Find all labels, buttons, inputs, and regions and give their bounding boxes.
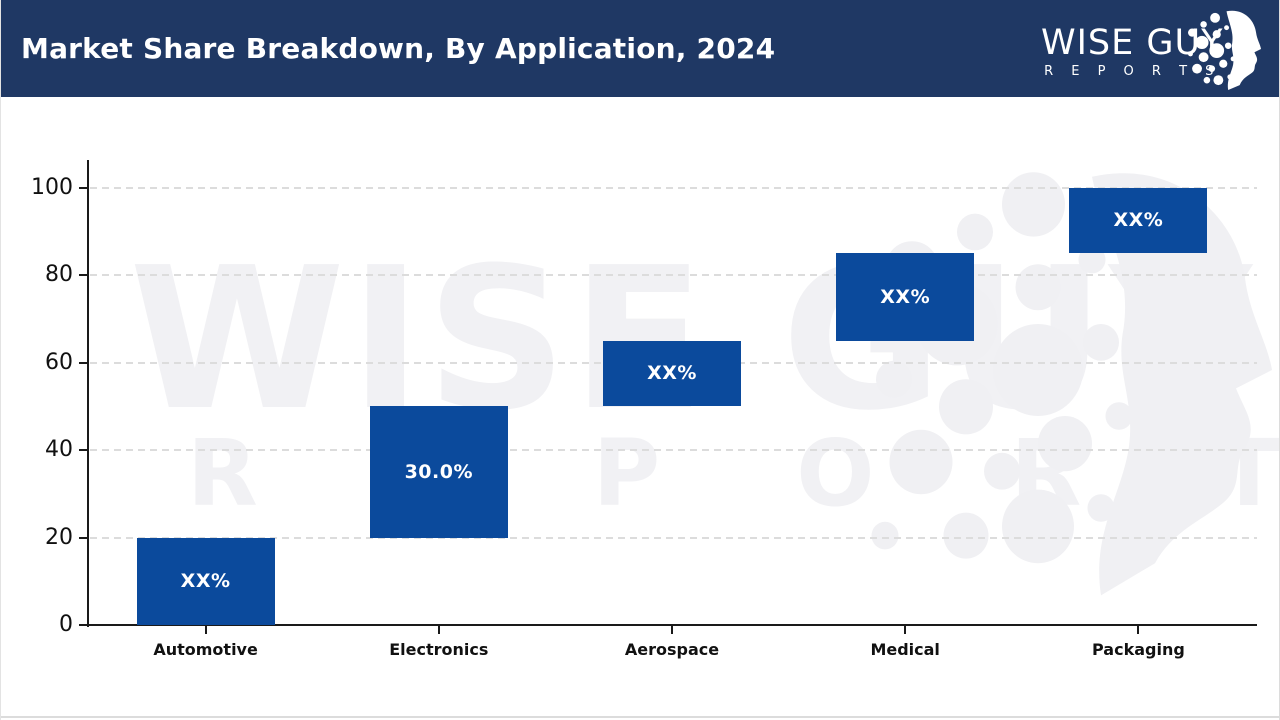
bar-value-label-automotive: XX% [180,570,231,593]
y-axis-line [87,160,89,627]
x-tick-medical [904,626,907,634]
logo-reports-text: R E P O R T S [1044,64,1221,79]
category-label-automotive: Automotive [153,640,258,659]
bar-medical: XX% [836,253,975,341]
bar-electronics: 30.0% [369,406,508,538]
wise-guy-reports-logo: WISE GUY R E P O R T S [1013,8,1263,90]
y-tick-80 [79,274,88,276]
y-tick-40 [79,449,88,451]
y-tick-label-0: 0 [59,612,73,637]
bottom-divider [1,716,1279,718]
x-tick-automotive [204,626,207,634]
x-tick-packaging [1137,626,1140,634]
y-tick-label-20: 20 [45,524,73,550]
gridline-80 [90,274,1257,276]
gridline-20 [90,536,1257,539]
y-tick-0 [79,624,88,626]
y-tick-100 [79,186,88,189]
x-axis-line [87,624,1257,626]
gridline-100 [90,186,1257,189]
y-tick-label-100: 100 [31,174,73,200]
bar-aerospace: XX% [603,340,741,407]
y-tick-20 [79,536,88,539]
bar-value-label-aerospace: XX% [647,362,697,385]
y-tick-label-40: 40 [45,437,73,462]
y-tick-label-80: 80 [45,262,73,287]
bar-packaging: XX% [1069,187,1208,254]
category-label-packaging: Packaging [1091,640,1185,659]
page-title: Market Share Breakdown, By Application, … [21,32,776,65]
bar-value-label-electronics: 30.0% [404,460,473,483]
category-label-aerospace: Aerospace [624,640,720,659]
category-label-electronics: Electronics [389,640,489,659]
x-tick-electronics [437,626,440,634]
bar-value-label-packaging: XX% [1113,209,1164,232]
x-tick-aerospace [671,626,673,634]
header-bar: Market Share Breakdown, By Application, … [1,0,1279,97]
bar-automotive: XX% [136,537,275,625]
y-tick-label-60: 60 [45,349,73,375]
y-tick-60 [79,361,88,364]
gridline-40 [90,449,1257,451]
category-label-medical: Medical [870,640,940,659]
logo-face-icon [1188,10,1261,90]
bar-value-label-medical: XX% [880,285,931,308]
watermark-face-dots [871,172,1272,596]
